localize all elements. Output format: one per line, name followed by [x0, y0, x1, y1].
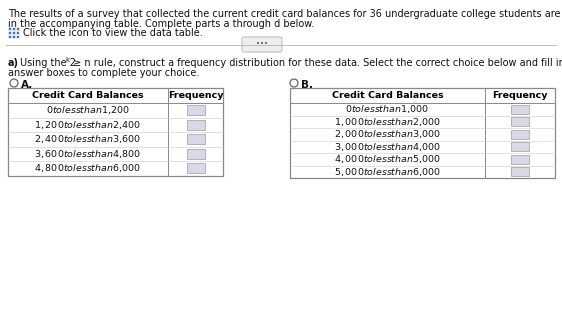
- Text: Using the 2: Using the 2: [20, 58, 76, 68]
- Bar: [187, 134, 205, 144]
- Text: $1,200 to less than $2,400: $1,200 to less than $2,400: [34, 119, 142, 131]
- Bar: [8, 88, 223, 176]
- Text: Credit Card Balances: Credit Card Balances: [32, 91, 144, 100]
- Bar: [12, 31, 15, 34]
- Text: A.: A.: [21, 80, 33, 90]
- Text: •••: •••: [256, 41, 268, 48]
- Bar: [511, 105, 529, 114]
- Bar: [187, 120, 205, 130]
- Text: Frequency: Frequency: [167, 91, 223, 100]
- Text: in the accompanying table. Complete parts a through d below.: in the accompanying table. Complete part…: [8, 19, 314, 29]
- Text: B.: B.: [301, 80, 313, 90]
- Bar: [511, 155, 529, 164]
- Bar: [8, 31, 11, 34]
- Text: Click the icon to view the data table.: Click the icon to view the data table.: [23, 28, 203, 38]
- Text: $0 to less than $1,200: $0 to less than $1,200: [46, 104, 130, 116]
- Bar: [187, 149, 205, 159]
- Text: answer boxes to complete your choice.: answer boxes to complete your choice.: [8, 68, 200, 78]
- Bar: [511, 117, 529, 126]
- FancyBboxPatch shape: [242, 37, 282, 52]
- Bar: [8, 35, 11, 38]
- Bar: [16, 35, 19, 38]
- Text: a): a): [8, 58, 19, 68]
- Bar: [16, 31, 19, 34]
- Bar: [16, 27, 19, 30]
- Text: The results of a survey that collected the current credit card balances for 36 u: The results of a survey that collected t…: [8, 9, 562, 19]
- Bar: [8, 27, 11, 30]
- Bar: [12, 35, 15, 38]
- Bar: [187, 163, 205, 173]
- Bar: [511, 167, 529, 176]
- Text: $4,800 to less than $6,000: $4,800 to less than $6,000: [34, 162, 142, 174]
- Text: k: k: [65, 57, 69, 62]
- Text: $1,000 to less than $2,000: $1,000 to less than $2,000: [334, 116, 441, 128]
- Bar: [511, 130, 529, 139]
- Text: $2,400 to less than $3,600: $2,400 to less than $3,600: [34, 133, 142, 145]
- Text: Credit Card Balances: Credit Card Balances: [332, 91, 443, 100]
- Text: $4,000 to less than $5,000: $4,000 to less than $5,000: [334, 153, 441, 165]
- Bar: [511, 142, 529, 151]
- Bar: [12, 27, 15, 30]
- Bar: [290, 88, 555, 178]
- Text: Frequency: Frequency: [492, 91, 548, 100]
- Bar: [187, 105, 205, 115]
- Text: $5,000 to less than $6,000: $5,000 to less than $6,000: [334, 166, 441, 178]
- Text: $3,000 to less than $4,000: $3,000 to less than $4,000: [334, 141, 441, 153]
- Text: ≥ n rule, construct a frequency distribution for these data. Select the correct : ≥ n rule, construct a frequency distribu…: [70, 58, 562, 68]
- Text: $0 to less than $1,000: $0 to less than $1,000: [346, 103, 429, 115]
- Text: $3,600 to less than $4,800: $3,600 to less than $4,800: [34, 148, 142, 160]
- Text: $2,000 to less than $3,000: $2,000 to less than $3,000: [334, 128, 441, 140]
